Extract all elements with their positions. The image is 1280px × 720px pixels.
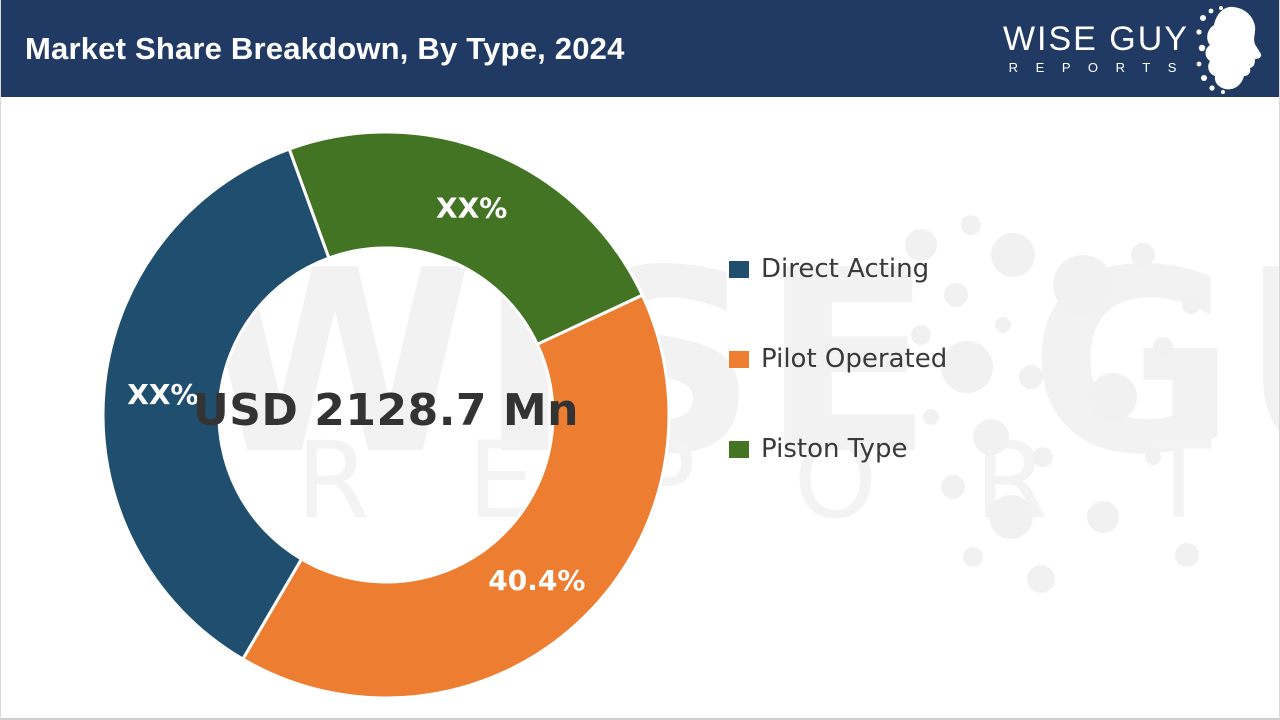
legend-label: Pilot Operated: [761, 344, 948, 374]
wise-guy-logo: WISE GUY R E P O R T S: [1003, 4, 1267, 94]
legend-item-pilot-operated: Pilot Operated: [729, 340, 947, 378]
legend-swatch-icon: [729, 260, 749, 278]
segment-share-label: XX%: [127, 378, 198, 411]
watermark-face-dots: [905, 215, 1200, 593]
donut-segment-direct-acting: [101, 147, 331, 661]
segment-share-label: 40.4%: [488, 564, 585, 597]
chart-center-value: USD 2128.7 Mn: [193, 385, 579, 436]
header-bar: Market Share Breakdown, By Type, 2024 WI…: [1, 0, 1279, 97]
legend-swatch-icon: [729, 440, 749, 458]
legend-swatch-icon: [729, 350, 749, 368]
segment-share-label: XX%: [436, 192, 507, 225]
donut-segment-piston-type: [287, 130, 644, 346]
donut-chart: XX% 40.4% XX%: [101, 130, 671, 700]
legend-item-direct-acting: Direct Acting: [729, 250, 947, 288]
donut-segment-pilot-operated: [241, 293, 671, 700]
page-title: Market Share Breakdown, By Type, 2024: [25, 30, 625, 66]
logo-wordmark: WISE GUY R E P O R T S: [1003, 22, 1189, 75]
legend-label: Direct Acting: [761, 254, 930, 284]
logo-wordmark-line2: R E P O R T S: [1008, 60, 1184, 75]
legend-label: Piston Type: [761, 434, 908, 464]
logo-face-icon: [1196, 5, 1262, 94]
legend-item-piston-type: Piston Type: [729, 430, 947, 468]
chart-legend: Direct Acting Pilot Operated Piston Type: [729, 250, 947, 520]
logo-wordmark-line1: WISE GUY: [1002, 20, 1189, 58]
